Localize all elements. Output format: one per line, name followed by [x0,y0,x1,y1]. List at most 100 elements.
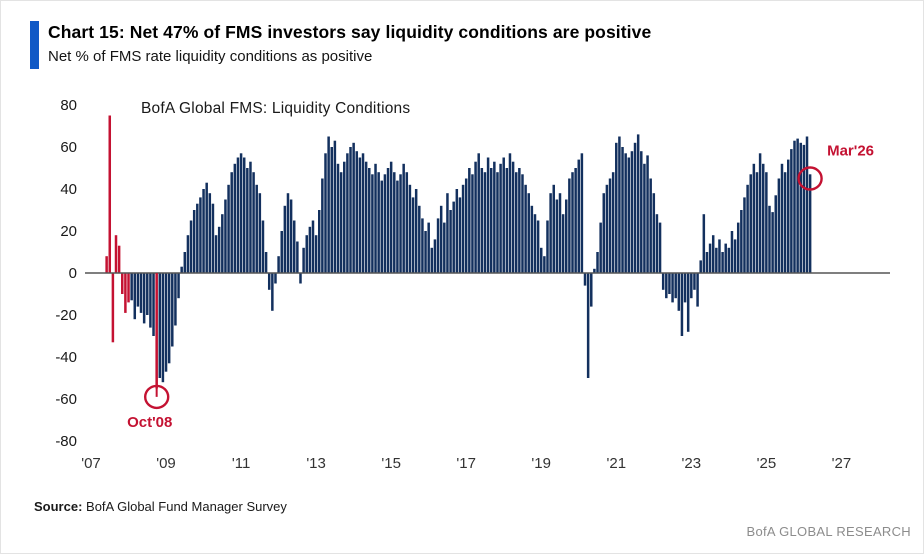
bar [683,273,687,303]
bar [393,172,396,273]
bar [793,140,796,273]
bar [555,199,559,273]
bar [699,260,702,273]
bar [408,184,412,273]
bar [436,218,440,273]
bar [186,235,190,273]
bar [646,155,649,273]
bar [671,273,674,303]
bar [111,273,115,343]
bar [336,163,340,273]
bar [308,226,312,273]
bar [618,136,621,273]
bar [377,172,380,273]
bar [346,153,349,273]
bar [383,174,387,273]
bar [736,222,740,273]
bar [274,273,277,284]
title-accent-bar [30,21,39,69]
bar [802,144,806,273]
bar [289,199,293,273]
bar [777,178,781,273]
x-axis-label: '25 [757,455,777,472]
bar [217,226,221,273]
bar [380,180,384,273]
bar [686,273,690,332]
bar [121,273,124,294]
bar [633,142,637,273]
bar [221,214,224,273]
bar [580,153,584,273]
bar [733,239,737,273]
bar [183,252,187,273]
bar [280,231,283,273]
bar [590,273,593,307]
page-title: Chart 15: Net 47% of FMS investors say l… [48,22,652,42]
bar [765,172,768,273]
bar [292,220,296,273]
bar [255,184,258,273]
bar [693,273,696,290]
bar [680,273,684,336]
bar [411,197,415,273]
bar [105,256,108,273]
chart-header: Chart 15: Net 47% of FMS investors say l… [48,19,908,68]
x-axis-label: '11 [232,455,250,472]
bar [652,193,656,273]
bar [458,197,462,273]
bar [227,184,230,273]
bar [511,161,515,273]
bar [246,168,249,273]
bar [768,205,771,273]
bar [496,172,499,273]
bar [364,161,368,273]
bar [349,147,352,273]
bar [421,218,424,273]
bar [755,172,759,273]
bar [305,235,308,273]
bar [239,153,243,273]
bar [249,161,252,273]
bar [599,222,602,273]
bar [711,235,715,273]
bar [433,239,437,273]
bar [461,184,465,273]
bar [264,252,268,273]
bar [124,273,127,313]
bar [258,193,262,273]
bar [430,247,434,273]
bar [343,161,346,273]
bar [486,157,490,273]
bar [539,247,543,273]
bar [474,161,477,273]
bar [236,157,240,273]
bar [758,153,762,273]
bar [749,174,752,273]
bar [571,172,574,273]
bar [480,168,484,273]
bar [318,210,321,273]
bar [783,172,787,273]
y-axis-label: -20 [55,307,77,324]
bar [640,151,643,273]
bar [799,142,802,273]
bar [565,199,568,273]
bar [167,273,171,364]
bar [674,273,677,299]
bar [805,136,809,273]
bar [452,201,455,273]
bar [146,273,149,315]
bar [483,172,487,273]
bar [661,273,665,290]
bar [339,172,343,273]
bar [552,184,555,273]
bar [389,161,393,273]
bar [502,157,505,273]
bar [527,193,530,273]
page-subtitle: Net % of FMS rate liquidity conditions a… [48,48,373,65]
y-axis-label: 80 [60,97,77,114]
y-axis-label: 60 [60,139,77,156]
bar [530,205,534,273]
bar [402,163,405,273]
